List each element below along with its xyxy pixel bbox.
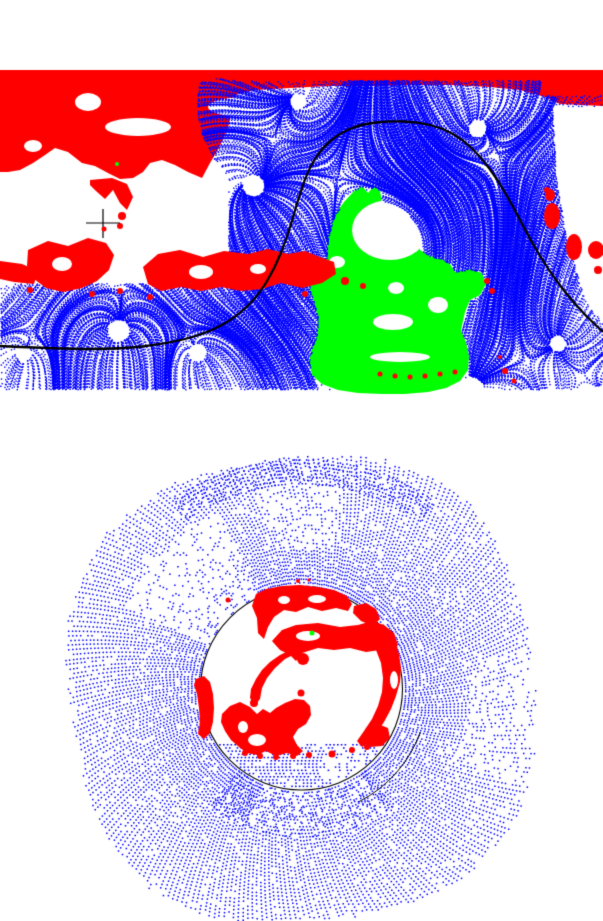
bottom-polar-view-panel: [301, 689, 302, 690]
top-synoptic-map-panel: [300, 230, 301, 231]
